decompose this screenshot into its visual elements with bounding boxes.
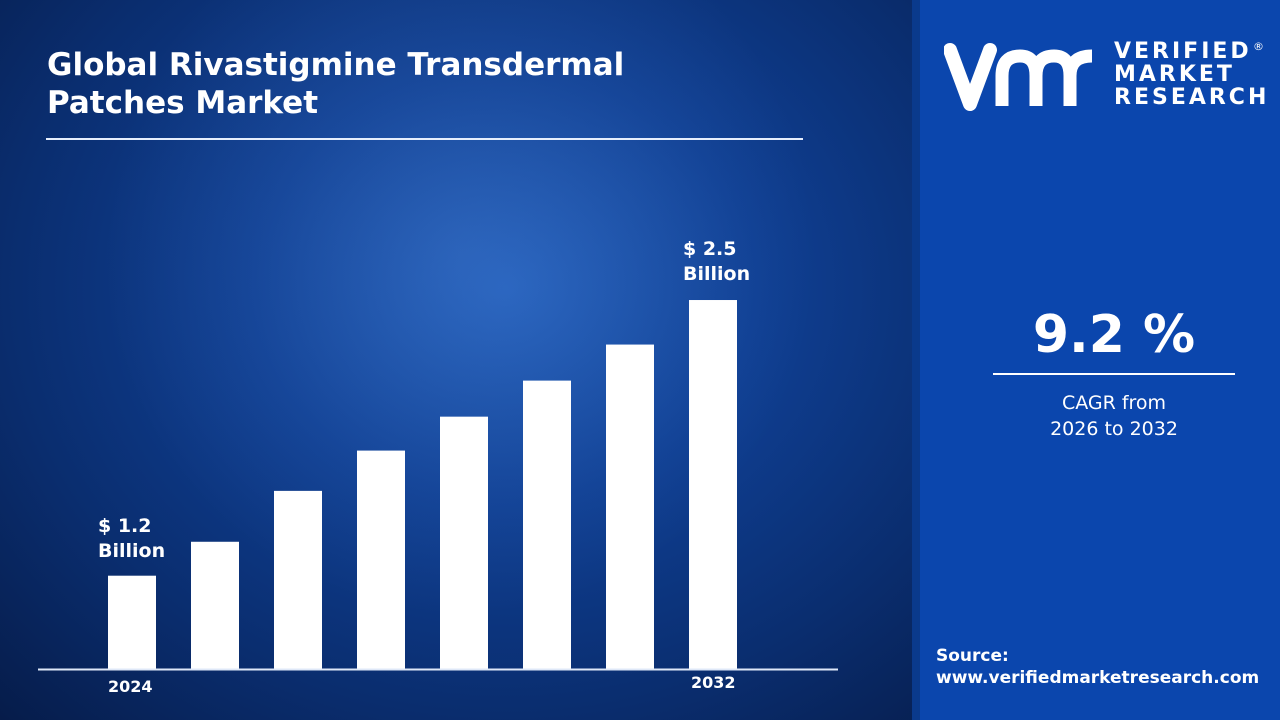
source-label: Source:	[936, 646, 1009, 666]
title-line-2: Patches Market	[47, 85, 319, 121]
vmr-logo-mark	[944, 43, 1093, 111]
panel-divider	[912, 0, 920, 720]
bar-0	[108, 575, 156, 669]
bar-6	[606, 344, 654, 669]
title-line-1: Global Rivastigmine Transdermal	[47, 47, 625, 83]
cagr-description: CAGR from 2026 to 2032	[993, 390, 1235, 442]
bar-3	[357, 450, 405, 669]
bar-chart	[38, 300, 838, 671]
registered-mark: ®	[1253, 40, 1264, 53]
chart-title: Global Rivastigmine Transdermal Patches …	[47, 46, 624, 122]
title-divider	[46, 138, 803, 140]
bar-5	[523, 380, 571, 669]
x-tick-2024: 2024	[108, 677, 153, 696]
data-label-value: $ 1.2	[98, 515, 152, 537]
data-label-value: $ 2.5	[683, 238, 737, 260]
data-label-2024: $ 1.2 Billion	[98, 514, 165, 564]
data-label-unit: Billion	[683, 263, 751, 285]
bar-4	[440, 416, 488, 669]
brand-line-1: VERIFIED	[1114, 39, 1252, 64]
brand-name: VERIFIED MARKET RESEARCH	[1114, 40, 1269, 109]
brand-line-2: MARKET	[1114, 62, 1235, 87]
brand-line-3: RESEARCH	[1114, 85, 1270, 110]
bar-2	[274, 490, 322, 669]
source-note: Source: www.verifiedmarketresearch.com	[936, 645, 1259, 689]
cagr-divider	[993, 373, 1235, 375]
cagr-desc-line-1: CAGR from	[1061, 392, 1167, 414]
source-url[interactable]: www.verifiedmarketresearch.com	[936, 668, 1260, 688]
x-tick-2032: 2032	[691, 673, 736, 692]
bar-7	[689, 300, 737, 669]
info-panel	[920, 0, 1280, 720]
cagr-desc-line-2: 2026 to 2032	[1050, 418, 1178, 440]
cagr-value: 9.2 %	[1032, 305, 1196, 365]
bar-1	[191, 541, 239, 669]
data-label-2032: $ 2.5 Billion	[683, 237, 750, 287]
data-label-unit: Billion	[98, 540, 166, 562]
